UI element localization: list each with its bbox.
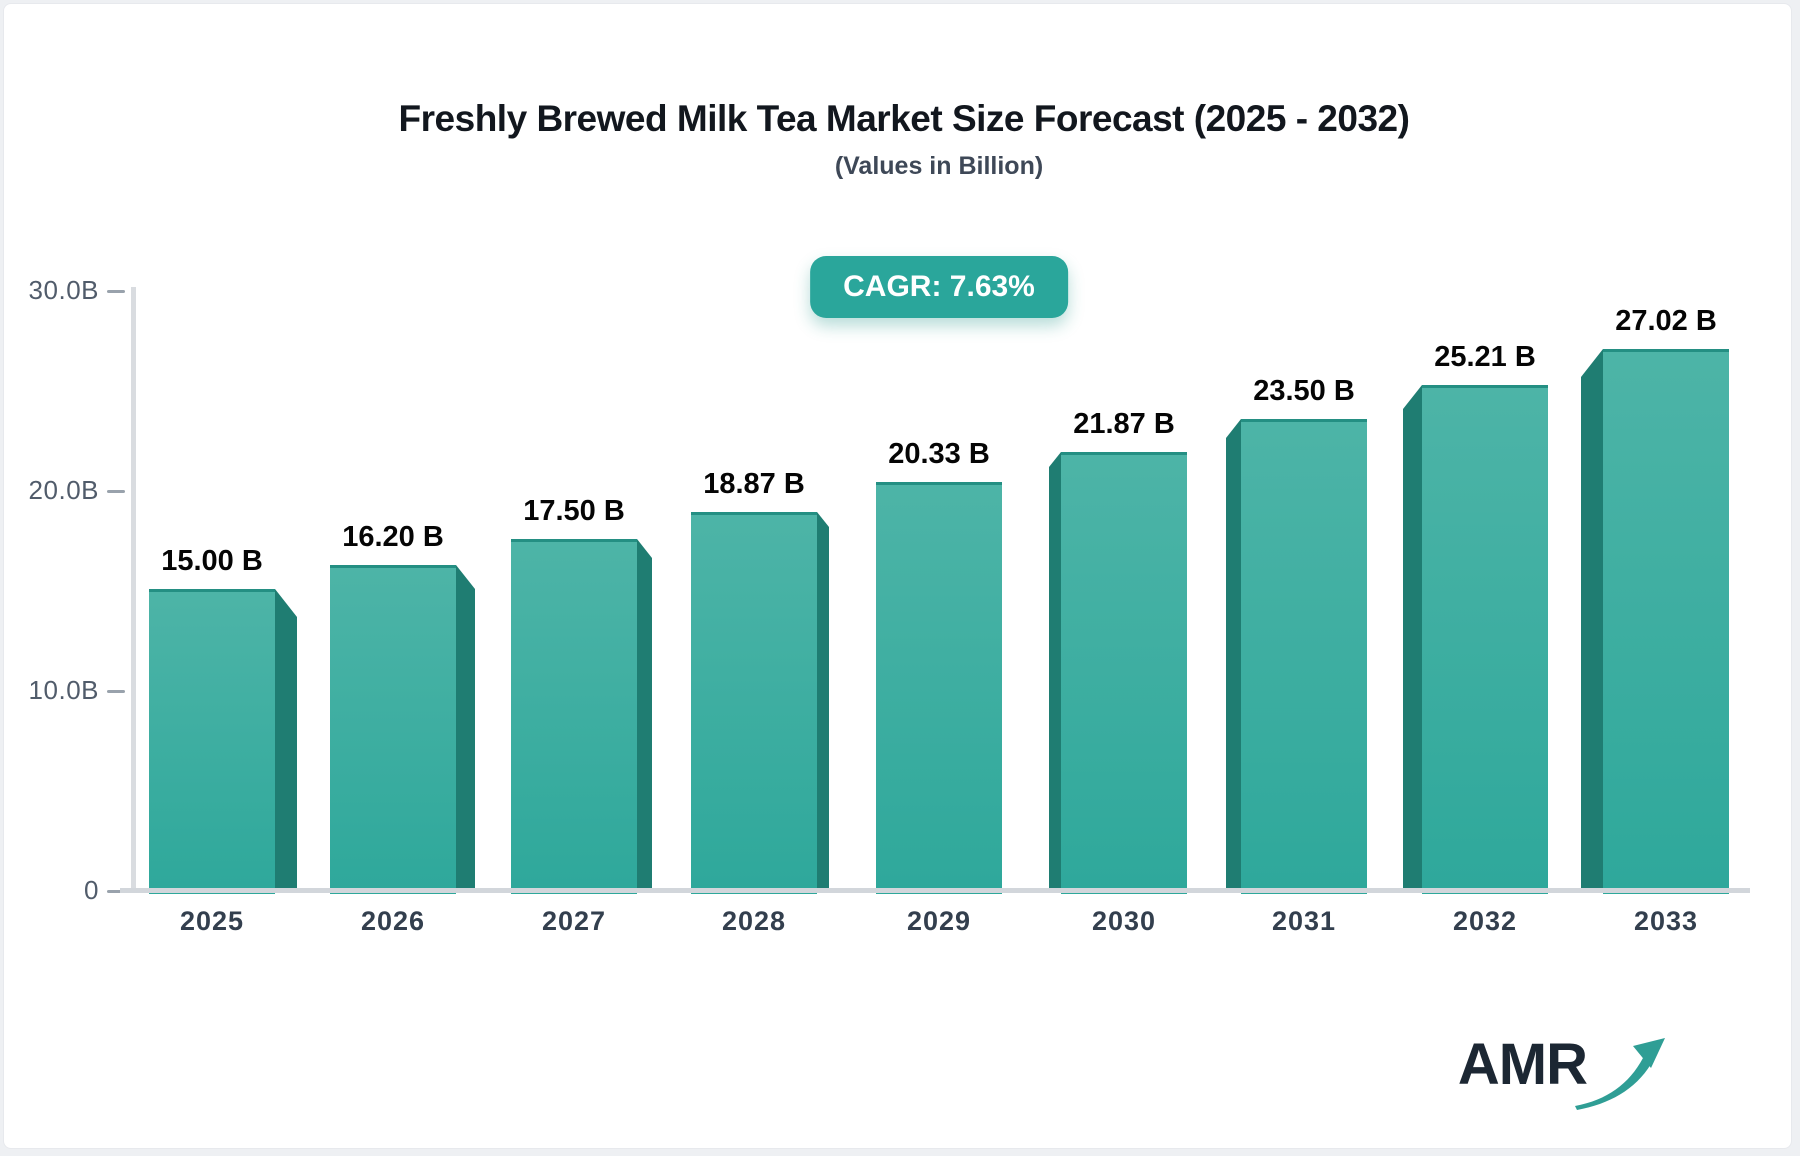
chart-card: Freshly Brewed Milk Tea Market Size Fore… <box>3 3 1792 1149</box>
bar-side-face-2028 <box>817 512 829 891</box>
bar-side-face-2025 <box>275 589 297 891</box>
x-axis-label-2026: 2026 <box>360 906 426 936</box>
y-tick-label: 20.0B <box>28 475 99 505</box>
bar-side-face-2030 <box>1049 452 1061 891</box>
bar-2027 <box>511 539 637 894</box>
y-tick-mark <box>107 690 125 693</box>
x-axis-label-2025: 2025 <box>179 906 245 936</box>
x-axis-label-2028: 2028 <box>721 906 787 936</box>
y-tick-mark <box>107 490 125 493</box>
trend-up-arrow-icon <box>1575 1038 1665 1110</box>
chart-subtitle: (Values in Billion) <box>834 152 1044 180</box>
brand-logo-text: AMR <box>1457 1032 1588 1097</box>
y-axis-line <box>131 287 136 893</box>
x-axis-baseline <box>120 888 1750 893</box>
bar-value-label-2026: 16.20 B <box>342 521 444 553</box>
bar-side-face-2027 <box>637 539 652 891</box>
x-axis-label-2031: 2031 <box>1271 906 1337 936</box>
chart-title: Freshly Brewed Milk Tea Market Size Fore… <box>398 98 1410 139</box>
bar-2025 <box>149 589 275 894</box>
bar-value-label-2029: 20.33 B <box>888 438 990 470</box>
bar-side-face-2032 <box>1403 385 1422 891</box>
cagr-badge: CAGR: 7.63% <box>810 256 1068 318</box>
y-tick-label: 0 <box>84 875 99 905</box>
bar-side-face-2031 <box>1226 419 1241 891</box>
y-tick-label: 10.0B <box>28 675 99 705</box>
x-axis-label-2033: 2033 <box>1633 906 1699 936</box>
bar-2028 <box>691 512 817 894</box>
y-tick-mark <box>107 890 125 893</box>
y-tick-mark <box>107 290 125 293</box>
bar-2032 <box>1422 385 1548 894</box>
bar-value-label-2030: 21.87 B <box>1073 408 1175 440</box>
x-axis-label-2032: 2032 <box>1452 906 1518 936</box>
x-axis-label-2029: 2029 <box>906 906 972 936</box>
bar-2026 <box>330 565 456 894</box>
brand-logo: AMR <box>1458 1036 1669 1112</box>
bar-2033 <box>1603 349 1729 894</box>
bar-value-label-2031: 23.50 B <box>1253 375 1355 407</box>
bar-value-label-2025: 15.00 B <box>161 545 263 577</box>
x-axis-label-2030: 2030 <box>1091 906 1157 936</box>
bar-value-label-2027: 17.50 B <box>523 495 625 527</box>
bar-2029 <box>876 482 1002 894</box>
bar-2030 <box>1061 452 1187 894</box>
bar-value-label-2033: 27.02 B <box>1615 305 1717 337</box>
bar-value-label-2028: 18.87 B <box>703 468 805 500</box>
y-tick-label: 30.0B <box>28 275 99 305</box>
bar-side-face-2033 <box>1581 349 1603 891</box>
bar-value-label-2032: 25.21 B <box>1434 341 1536 373</box>
x-axis-label-2027: 2027 <box>541 906 607 936</box>
bar-2031 <box>1241 419 1367 894</box>
bar-side-face-2026 <box>456 565 475 891</box>
